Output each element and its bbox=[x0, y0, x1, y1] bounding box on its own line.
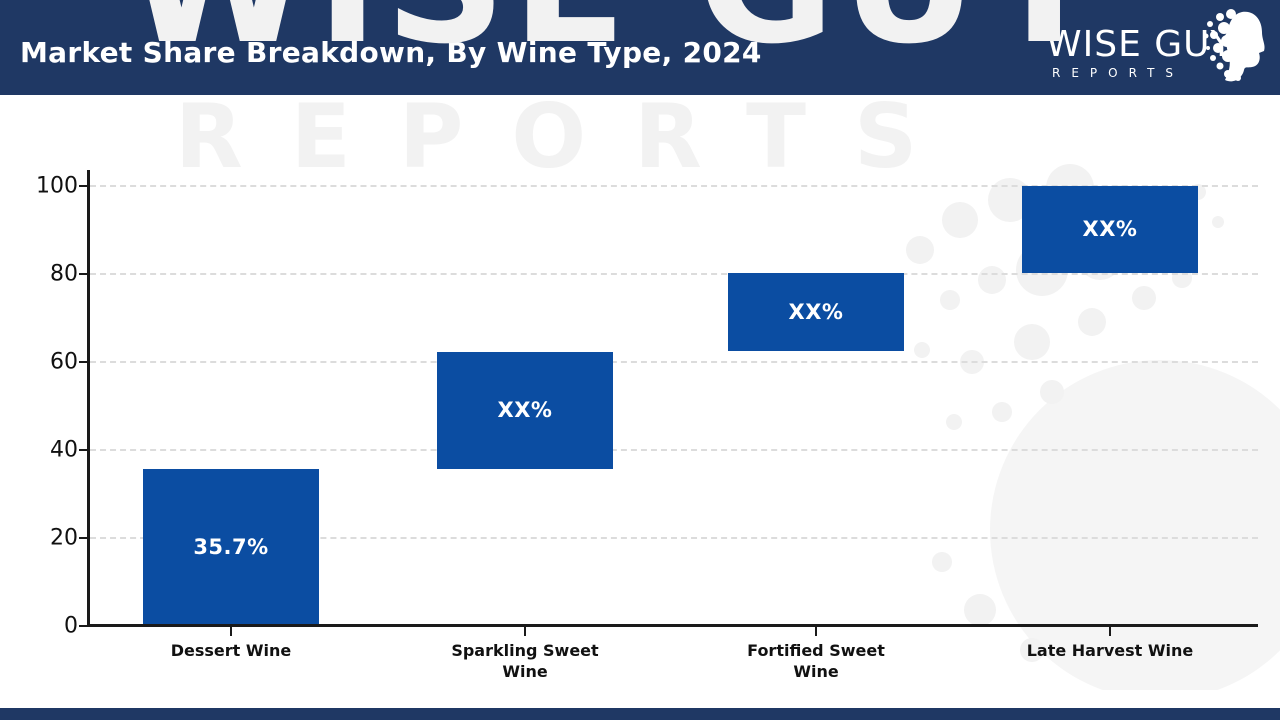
y-tick-label-60: 60 bbox=[50, 349, 78, 375]
x-tick-mark bbox=[230, 627, 232, 636]
y-tick-mark bbox=[79, 361, 88, 363]
gridline-100 bbox=[90, 185, 1258, 187]
gridline-40 bbox=[90, 449, 1258, 451]
x-category-label-fortified-sweet-wine: Fortified Sweet Wine bbox=[747, 641, 885, 681]
y-tick-label-0: 0 bbox=[64, 613, 78, 639]
y-tick-label-100: 100 bbox=[36, 173, 78, 199]
page-title: Market Share Breakdown, By Wine Type, 20… bbox=[20, 36, 762, 69]
x-category-label-sparkling-sweet-wine: Sparkling Sweet Wine bbox=[451, 641, 599, 681]
y-tick-mark bbox=[79, 273, 88, 275]
bar-value-label: XX% bbox=[1082, 217, 1138, 242]
x-axis-spine bbox=[87, 624, 1258, 627]
y-tick-label-20: 20 bbox=[50, 525, 78, 551]
wise-guy-reports-logo: WISE GUY REPORTS bbox=[1016, 6, 1266, 90]
bar-dessert-wine: 35.7% bbox=[143, 468, 319, 626]
y-tick-mark bbox=[79, 185, 88, 187]
y-tick-mark bbox=[79, 537, 88, 539]
gridline-60 bbox=[90, 361, 1258, 363]
y-tick-mark bbox=[79, 449, 88, 451]
x-category-label-late-harvest-wine: Late Harvest Wine bbox=[1026, 641, 1194, 660]
logo-sub-text: REPORTS bbox=[1052, 66, 1185, 80]
gridline-20 bbox=[90, 537, 1258, 539]
y-tick-mark bbox=[79, 625, 88, 627]
bar-late-harvest-wine: XX% bbox=[1022, 186, 1198, 273]
x-tick-mark bbox=[524, 627, 526, 636]
gridline-80 bbox=[90, 273, 1258, 275]
bar-fortified-sweet-wine: XX% bbox=[728, 272, 904, 351]
watermark-wordmark: WISE GUY bbox=[125, 0, 1111, 81]
header-bar: Market Share Breakdown, By Wine Type, 20… bbox=[0, 0, 1280, 95]
footer-bar bbox=[0, 708, 1280, 720]
watermark-reports: REPORTS bbox=[175, 85, 966, 188]
bar-value-label: XX% bbox=[788, 299, 844, 324]
x-category-label-dessert-wine: Dessert Wine bbox=[170, 641, 292, 660]
bar-value-label: XX% bbox=[497, 398, 553, 423]
x-tick-mark bbox=[815, 627, 817, 636]
face-dots-logo-icon bbox=[1203, 9, 1265, 82]
y-axis-spine bbox=[87, 170, 90, 627]
bar-value-label: 35.7% bbox=[193, 535, 269, 560]
logo-name-text: WISE GUY bbox=[1046, 24, 1234, 65]
x-tick-mark bbox=[1109, 627, 1111, 636]
y-tick-label-80: 80 bbox=[50, 261, 78, 287]
y-tick-label-40: 40 bbox=[50, 437, 78, 463]
bar-sparkling-sweet-wine: XX% bbox=[437, 351, 613, 469]
